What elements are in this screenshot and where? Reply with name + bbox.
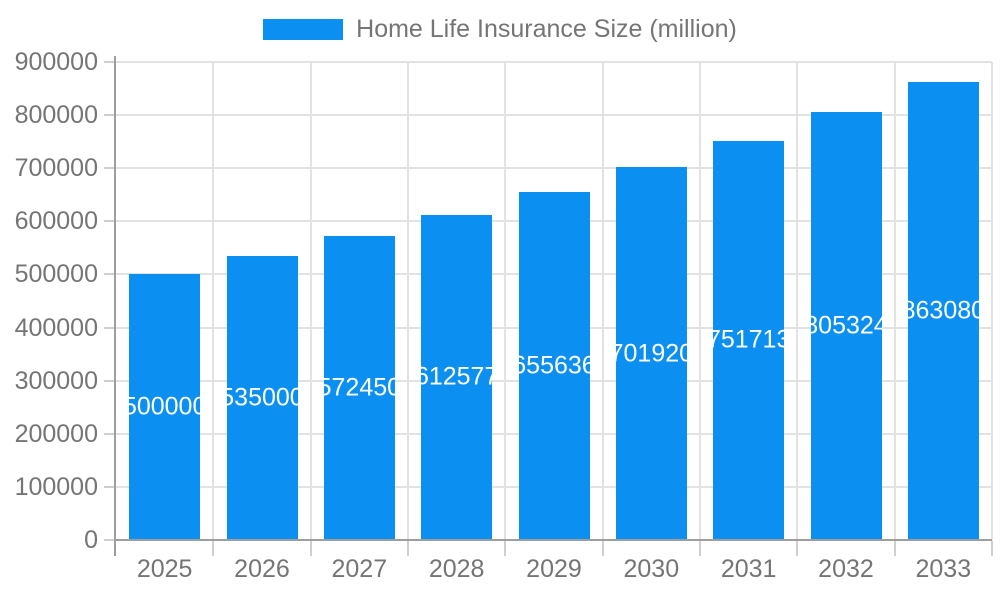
bar: 805324	[810, 112, 882, 540]
bar-value-label: 500000	[129, 392, 201, 421]
y-axis-tick-label: 500000	[14, 260, 98, 289]
gridline-vertical	[407, 62, 409, 540]
x-axis-tick-label: 2033	[915, 555, 972, 583]
y-axis-tick	[104, 485, 114, 488]
bar: 500000	[129, 274, 201, 540]
x-axis-line	[114, 539, 992, 541]
bar: 612577	[421, 214, 493, 540]
y-axis-tick-label: 200000	[14, 419, 98, 448]
x-axis-tick-label: 2025	[136, 555, 193, 583]
bar-value-label: 751713	[713, 325, 785, 354]
y-axis-tick-label: 100000	[14, 472, 98, 501]
y-axis-tick-label: 0	[84, 526, 98, 554]
x-axis-tick	[601, 541, 604, 556]
x-axis-tick-label: 2030	[623, 555, 680, 583]
gridline-vertical	[991, 62, 993, 540]
bar-value-label: 612577	[421, 362, 493, 391]
x-axis-tick-label: 2029	[526, 555, 582, 583]
bar-value-label: 863080	[907, 296, 979, 325]
y-axis-tick-label: 600000	[14, 207, 98, 236]
y-axis-tick	[104, 167, 114, 170]
gridline-horizontal	[116, 61, 992, 63]
y-axis-tick-label: 700000	[14, 154, 98, 183]
bar-value-label: 655636	[518, 351, 590, 380]
x-axis-tick	[504, 541, 507, 556]
x-axis-tick-label: 2031	[720, 555, 777, 583]
legend-label: Home Life Insurance Size (million)	[356, 15, 737, 43]
y-axis-line	[114, 56, 116, 556]
gridline-vertical	[504, 62, 507, 540]
y-axis-tick	[104, 114, 114, 117]
legend-swatch	[263, 19, 344, 40]
y-axis-tick	[104, 379, 114, 382]
gridline-vertical	[601, 62, 604, 540]
y-axis-tick-label: 300000	[14, 366, 98, 395]
legend: Home Life Insurance Size (million)	[0, 15, 1000, 44]
x-axis-tick	[212, 541, 215, 556]
y-axis-tick	[104, 432, 114, 435]
gridline-horizontal	[116, 114, 992, 117]
x-axis-tick	[991, 541, 993, 556]
x-axis-tick	[893, 541, 896, 556]
x-axis-tick-label: 2028	[428, 555, 485, 583]
bar: 751713	[713, 140, 785, 540]
y-axis-tick	[104, 220, 114, 223]
gridline-horizontal	[116, 167, 992, 170]
bar: 535000	[226, 255, 298, 540]
bar-value-label: 701920	[615, 339, 687, 368]
x-axis-tick	[699, 541, 701, 556]
gridline-vertical	[212, 62, 215, 540]
x-axis-tick	[407, 541, 409, 556]
x-axis-tick-label: 2027	[331, 555, 388, 583]
gridline-vertical	[699, 62, 701, 540]
y-axis-tick	[104, 61, 114, 63]
y-axis-tick-label: 400000	[14, 313, 98, 342]
bar: 863080	[907, 81, 979, 540]
gridline-vertical	[893, 62, 896, 540]
y-axis-tick	[104, 539, 114, 541]
bar: 572450	[323, 235, 395, 540]
x-axis-tick	[796, 541, 799, 556]
gridline-vertical	[309, 62, 312, 540]
x-axis-tick	[309, 541, 312, 556]
y-axis-tick	[104, 326, 114, 329]
bar: 701920	[615, 167, 687, 540]
bar-value-label: 805324	[810, 311, 882, 340]
gridline-vertical	[796, 62, 799, 540]
y-axis-tick	[104, 273, 114, 276]
bar-value-label: 572450	[323, 373, 395, 402]
x-axis-tick-label: 2026	[234, 555, 290, 583]
y-axis-tick-label: 900000	[14, 48, 98, 76]
bar-value-label: 535000	[226, 383, 298, 412]
bar: 655636	[518, 191, 590, 540]
y-axis-tick-label: 800000	[14, 101, 98, 130]
x-axis-tick-label: 2032	[818, 555, 874, 583]
plot-area: 500000 535000 572450 612577 655636 701920 7517…	[116, 61, 993, 540]
